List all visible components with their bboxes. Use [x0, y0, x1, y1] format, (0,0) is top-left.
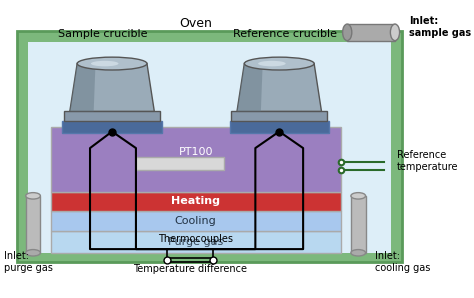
- Bar: [51, 231, 341, 253]
- Bar: [231, 111, 327, 120]
- Ellipse shape: [244, 57, 314, 70]
- Ellipse shape: [26, 193, 40, 199]
- Bar: [26, 196, 40, 253]
- Text: Oven: Oven: [179, 17, 212, 30]
- Text: Reference crucible: Reference crucible: [233, 29, 337, 39]
- Ellipse shape: [91, 61, 118, 66]
- Text: Cooling: Cooling: [175, 216, 217, 226]
- Bar: [51, 211, 341, 231]
- Text: Sample crucible: Sample crucible: [58, 29, 147, 39]
- Bar: [229, 120, 329, 134]
- Text: Temperature difference: Temperature difference: [133, 264, 247, 274]
- Text: Reference
temperature: Reference temperature: [397, 150, 458, 172]
- Ellipse shape: [351, 193, 365, 199]
- Bar: [64, 111, 160, 120]
- Bar: [351, 196, 365, 253]
- Text: Purge gas: Purge gas: [168, 237, 223, 247]
- Text: Heating: Heating: [171, 196, 220, 206]
- Bar: [17, 30, 402, 262]
- Bar: [63, 120, 162, 134]
- Polygon shape: [237, 63, 263, 111]
- Bar: [136, 157, 224, 170]
- Ellipse shape: [77, 57, 147, 70]
- Ellipse shape: [351, 250, 365, 256]
- Ellipse shape: [258, 61, 286, 66]
- Text: PT100: PT100: [178, 147, 213, 157]
- Ellipse shape: [343, 24, 352, 41]
- Text: Inlet:
purge gas: Inlet: purge gas: [4, 251, 53, 273]
- Bar: [51, 192, 341, 211]
- Ellipse shape: [391, 24, 400, 41]
- Bar: [51, 127, 341, 192]
- Text: Inlet:
sample gas: Inlet: sample gas: [409, 16, 471, 38]
- Bar: [27, 41, 392, 253]
- Polygon shape: [237, 63, 321, 111]
- Text: Inlet:
cooling gas: Inlet: cooling gas: [375, 251, 430, 273]
- Ellipse shape: [26, 250, 40, 256]
- Text: Thermocouples: Thermocouples: [158, 234, 233, 243]
- Polygon shape: [70, 63, 96, 111]
- Polygon shape: [70, 63, 155, 111]
- Bar: [347, 24, 395, 41]
